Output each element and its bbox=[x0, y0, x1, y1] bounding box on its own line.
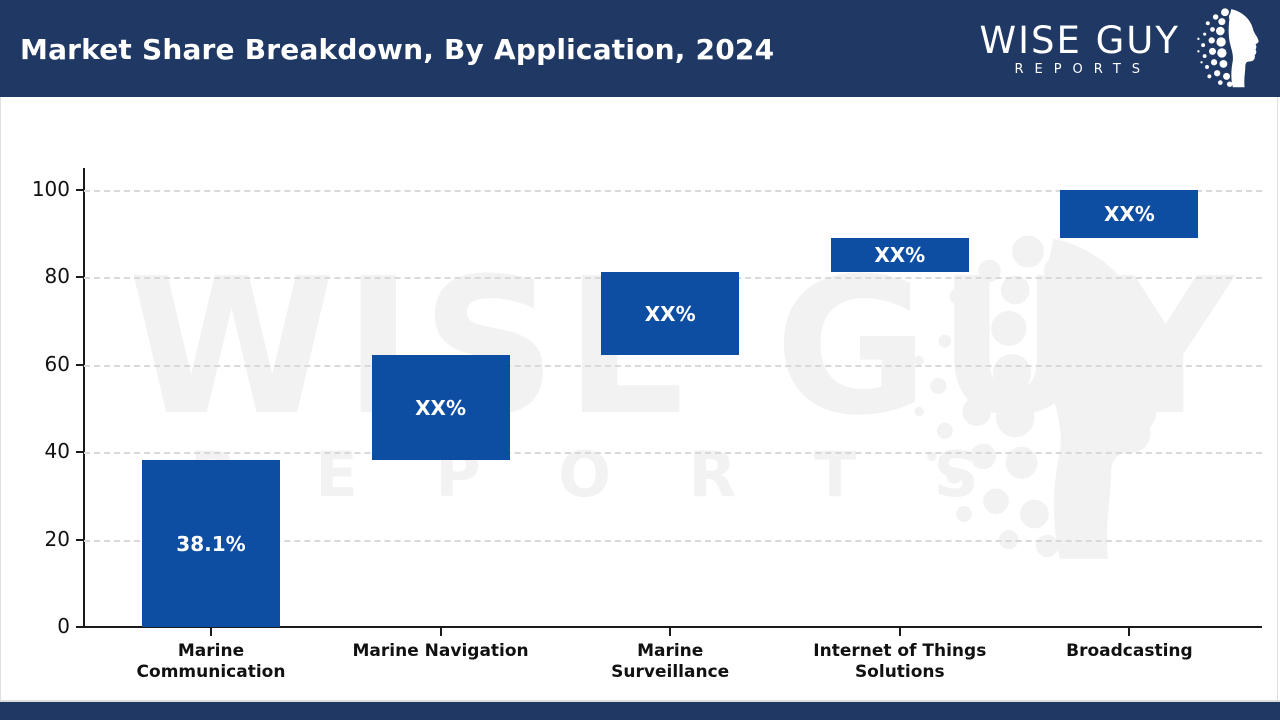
category-label: Internet of Things Solutions bbox=[813, 641, 987, 682]
y-tick-mark bbox=[76, 451, 84, 453]
x-tick-mark bbox=[1128, 628, 1131, 636]
logo-subtext: REPORTS bbox=[1014, 62, 1152, 77]
category-label: Broadcasting bbox=[1066, 641, 1193, 661]
bar-value-label: XX% bbox=[415, 395, 467, 420]
bar-value-label: 38.1% bbox=[176, 531, 246, 556]
bar-segment: XX% bbox=[371, 354, 510, 461]
x-tick-mark bbox=[669, 628, 672, 636]
x-tick-mark bbox=[898, 628, 901, 636]
logo: WISE GUY REPORTS bbox=[980, 6, 1266, 92]
bar-segment: XX% bbox=[1060, 189, 1199, 239]
page-title: Market Share Breakdown, By Application, … bbox=[20, 33, 775, 66]
y-tick-mark bbox=[76, 276, 84, 278]
y-tick-mark bbox=[76, 538, 84, 541]
bar-value-label: XX% bbox=[644, 301, 696, 326]
category-label: Marine Navigation bbox=[352, 641, 529, 661]
logo-wordmark: WISE GUY bbox=[979, 19, 1180, 62]
category-label: Marine Surveillance bbox=[611, 641, 730, 682]
header-bar: Market Share Breakdown, By Application, … bbox=[0, 0, 1280, 97]
y-tick-label: 0 bbox=[57, 614, 70, 638]
y-tick-label: 80 bbox=[44, 264, 70, 288]
bar-segment: XX% bbox=[830, 238, 969, 273]
y-tick-label: 40 bbox=[44, 439, 70, 463]
x-axis-line bbox=[83, 626, 1262, 628]
gridline-100 bbox=[84, 189, 1262, 192]
gridline-20 bbox=[84, 539, 1262, 542]
x-tick-mark bbox=[210, 628, 212, 636]
footer-bar bbox=[0, 700, 1280, 720]
category-label: Marine Communication bbox=[136, 641, 286, 682]
y-tick-mark bbox=[76, 188, 84, 191]
y-tick-label: 60 bbox=[44, 351, 70, 376]
y-tick-mark bbox=[76, 363, 84, 366]
bar-segment: XX% bbox=[601, 272, 740, 355]
bar-value-label: XX% bbox=[874, 243, 926, 268]
x-tick-mark bbox=[439, 628, 442, 636]
y-tick-label: 100 bbox=[31, 176, 70, 201]
bar-value-label: XX% bbox=[1103, 201, 1155, 226]
y-tick-label: 20 bbox=[44, 526, 70, 551]
y-tick-mark bbox=[76, 626, 84, 628]
gridline-60 bbox=[84, 364, 1262, 367]
gridline-40 bbox=[84, 452, 1262, 454]
y-axis-line bbox=[83, 168, 85, 628]
bar-segment: 38.1% bbox=[142, 460, 280, 627]
logo-head-icon bbox=[1197, 8, 1259, 88]
